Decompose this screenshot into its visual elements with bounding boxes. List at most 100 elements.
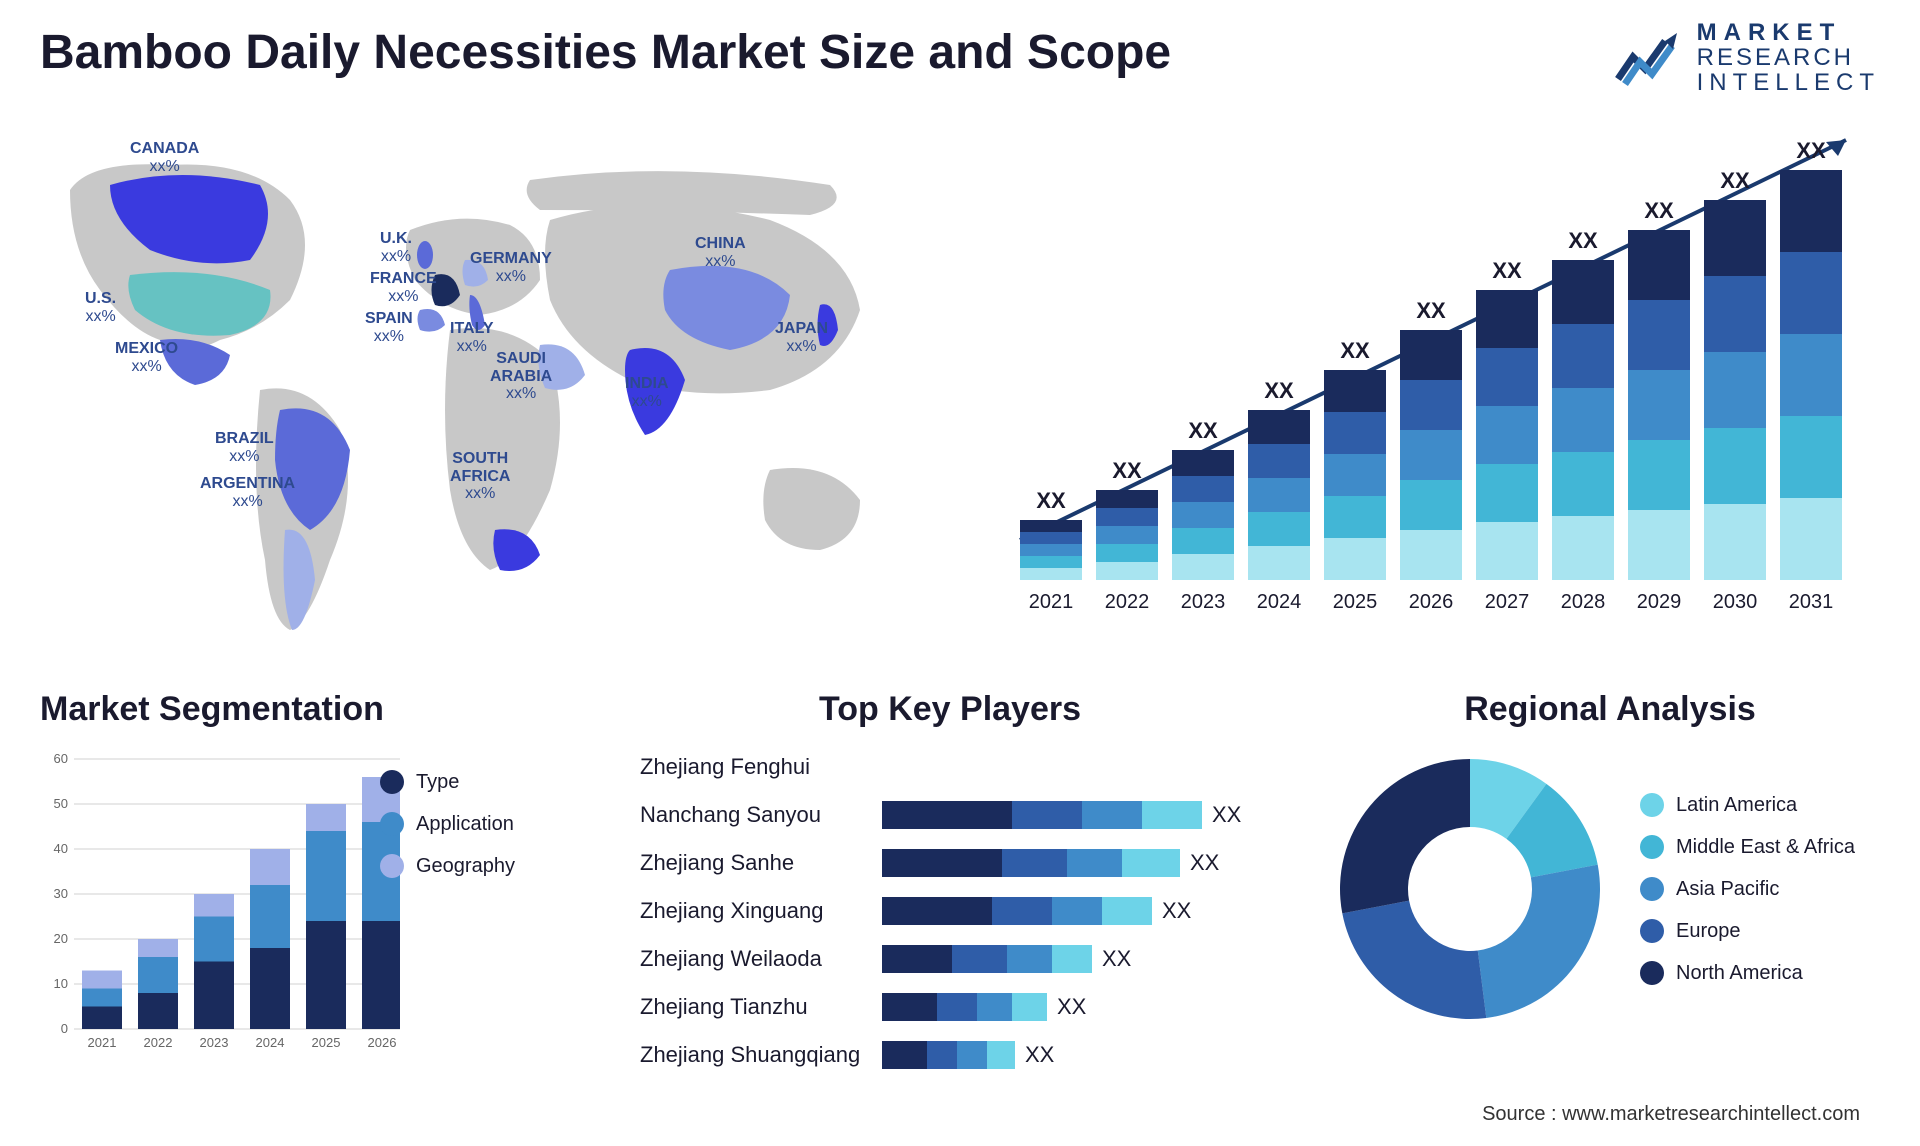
svg-text:2025: 2025 — [312, 1035, 341, 1050]
svg-text:2023: 2023 — [200, 1035, 229, 1050]
svg-text:0: 0 — [61, 1021, 68, 1036]
segmentation-title: Market Segmentation — [40, 690, 580, 729]
svg-text:20: 20 — [54, 931, 68, 946]
svg-text:XX: XX — [1416, 298, 1446, 323]
regional-legend-item: Europe — [1640, 919, 1855, 943]
svg-text:2028: 2028 — [1561, 591, 1606, 613]
svg-text:50: 50 — [54, 796, 68, 811]
player-row: Zhejiang Xinguang XX — [640, 887, 1260, 935]
svg-text:10: 10 — [54, 976, 68, 991]
player-row: Zhejiang Shuangqiang XX — [640, 1031, 1260, 1079]
logo-line1: MARKET — [1697, 20, 1880, 45]
brand-logo: MARKET RESEARCH INTELLECT — [1615, 20, 1880, 96]
map-label-france: FRANCExx% — [370, 270, 437, 305]
player-bar — [882, 945, 1092, 973]
segmentation-chart-svg: 0 10 20 30 40 50 60 2021 2022 2023 2024 2025 2026 — [40, 749, 400, 1059]
svg-text:2022: 2022 — [1105, 591, 1150, 613]
player-row: Zhejiang SanheXX — [640, 839, 1260, 887]
svg-text:2026: 2026 — [368, 1035, 397, 1050]
svg-text:XX: XX — [1264, 378, 1294, 403]
player-value: XX — [1212, 802, 1241, 828]
regional-legend-item: North America — [1640, 961, 1855, 985]
players-chart: Zhejiang FenghuiNanchang SanyouXXZhejian… — [640, 743, 1260, 1079]
svg-text:2029: 2029 — [1637, 591, 1682, 613]
map-label-us: U.S.xx% — [85, 290, 116, 325]
map-label-spain: SPAINxx% — [365, 310, 413, 345]
svg-text:XX: XX — [1796, 138, 1826, 163]
page-title: Bamboo Daily Necessities Market Size and… — [40, 25, 1171, 80]
player-bar — [882, 897, 1152, 925]
growth-bar-chart: XX 2021 XX 2022 XX 2023 XX 2024 XX 2025 XX 2026 XX 20… — [1010, 130, 1860, 630]
player-name: Zhejiang Tianzhu — [640, 994, 870, 1020]
svg-text:2031: 2031 — [1789, 591, 1834, 613]
world-map-svg — [30, 130, 930, 650]
svg-text:2026: 2026 — [1409, 591, 1454, 613]
svg-text:XX: XX — [1340, 338, 1370, 363]
player-row: Zhejiang Fenghui — [640, 743, 1260, 791]
svg-text:2027: 2027 — [1485, 591, 1530, 613]
player-value: XX — [1190, 850, 1219, 876]
player-name: Zhejiang Shuangqiang — [640, 1042, 870, 1068]
map-label-italy: ITALYxx% — [450, 320, 494, 355]
player-name: Zhejiang Xinguang — [640, 898, 870, 924]
seg-legend-geography: Geography — [380, 854, 515, 878]
player-value: XX — [1025, 1042, 1054, 1068]
map-label-mexico: MEXICOxx% — [115, 340, 178, 375]
svg-text:60: 60 — [54, 751, 68, 766]
player-bar — [882, 849, 1180, 877]
player-name: Nanchang Sanyou — [640, 802, 870, 828]
player-value: XX — [1057, 994, 1086, 1020]
regional-legend-item: Asia Pacific — [1640, 877, 1855, 901]
player-value: XX — [1162, 898, 1191, 924]
map-label-germany: GERMANYxx% — [470, 250, 552, 285]
regional-legend-item: Latin America — [1640, 793, 1855, 817]
svg-text:2030: 2030 — [1713, 591, 1758, 613]
svg-text:2023: 2023 — [1181, 591, 1226, 613]
svg-text:XX: XX — [1188, 418, 1218, 443]
map-label-japan: JAPANxx% — [775, 320, 828, 355]
regional-legend: Latin America Middle East & Africa Asia Pa… — [1640, 793, 1855, 985]
svg-text:XX: XX — [1036, 488, 1066, 513]
svg-text:2025: 2025 — [1333, 591, 1378, 613]
regional-title: Regional Analysis — [1330, 690, 1890, 729]
regional-donut-svg — [1330, 749, 1610, 1029]
svg-text:2021: 2021 — [1029, 591, 1074, 613]
svg-text:XX: XX — [1720, 168, 1750, 193]
regional-section: Regional Analysis Latin America Middle Ea… — [1330, 690, 1890, 1029]
player-bar — [882, 993, 1047, 1021]
svg-text:2021: 2021 — [88, 1035, 117, 1050]
svg-text:XX: XX — [1492, 258, 1522, 283]
svg-text:XX: XX — [1112, 458, 1142, 483]
segmentation-legend: TypeApplicationGeography — [380, 770, 515, 878]
player-bar — [882, 801, 1202, 829]
player-row: Zhejiang Tianzhu XX — [640, 983, 1260, 1031]
world-map: CANADAxx% U.S.xx% MEXICOxx% BRAZILxx% ARGENT… — [30, 130, 930, 650]
svg-text:30: 30 — [54, 886, 68, 901]
svg-text:2024: 2024 — [256, 1035, 285, 1050]
player-bar — [882, 1041, 1015, 1069]
svg-text:XX: XX — [1568, 228, 1598, 253]
svg-text:40: 40 — [54, 841, 68, 856]
growth-chart-svg: XX 2021 XX 2022 XX 2023 XX 2024 XX 2025 XX 2026 XX 20… — [1010, 130, 1860, 630]
player-row: Nanchang Sanyou XX — [640, 791, 1260, 839]
players-title: Top Key Players — [640, 690, 1260, 729]
map-label-india: INDIAxx% — [625, 375, 669, 410]
source-attribution: Source : www.marketresearchintellect.com — [1482, 1103, 1860, 1126]
svg-text:XX: XX — [1644, 198, 1674, 223]
player-name: Zhejiang Weilaoda — [640, 946, 870, 972]
map-label-brazil: BRAZILxx% — [215, 430, 274, 465]
logo-line2: RESEARCH — [1697, 45, 1880, 70]
map-label-southafrica: SOUTHAFRICAxx% — [450, 450, 510, 503]
svg-text:2024: 2024 — [1257, 591, 1302, 613]
seg-legend-application: Application — [380, 812, 515, 836]
players-section: Top Key Players Zhejiang Fenghui Nanchang… — [640, 690, 1260, 1079]
player-value: XX — [1102, 946, 1131, 972]
regional-legend-item: Middle East & Africa — [1640, 835, 1855, 859]
player-row: Zhejiang Weilaoda XX — [640, 935, 1260, 983]
svg-text:2022: 2022 — [144, 1035, 173, 1050]
player-name: Zhejiang Fenghui — [640, 754, 870, 780]
map-label-argentina: ARGENTINAxx% — [200, 475, 295, 510]
map-label-canada: CANADAxx% — [130, 140, 199, 175]
map-label-china: CHINAxx% — [695, 235, 746, 270]
logo-line3: INTELLECT — [1697, 70, 1880, 95]
